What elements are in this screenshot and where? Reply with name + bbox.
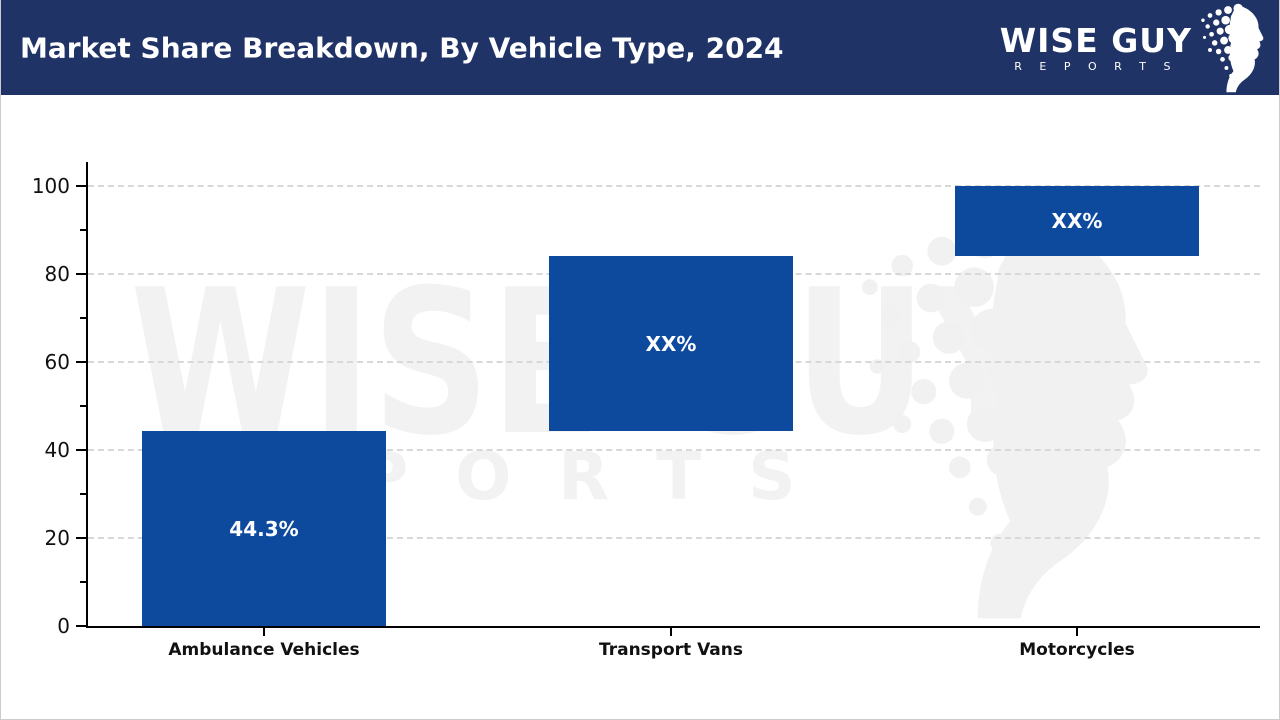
y-tick-80 [76,273,86,275]
x-tick-motorcycles [1076,628,1078,636]
y-tick-100 [76,185,86,187]
bar-transport-vans: XX% [549,256,793,432]
y-tick-label-100: 100 [31,174,70,198]
bar-ambulance-vehicles: 44.3% [142,431,386,626]
y-axis [86,162,88,628]
bar-value-label-transport-vans: XX% [645,331,697,356]
y-minor-tick-90 [80,229,86,231]
category-label-ambulance-vehicles: Ambulance Vehicles [168,640,360,660]
bar-value-label-ambulance-vehicles: 44.3% [229,516,299,541]
x-tick-transport-vans [670,628,672,636]
y-minor-tick-50 [80,405,86,407]
gridline-100 [88,185,1260,187]
category-label-transport-vans: Transport Vans [598,640,743,660]
wiseguy-logo-line2: R E P O R T S [1014,60,1178,73]
bar-value-label-motorcycles: XX% [1051,209,1103,234]
bar-motorcycles: XX% [955,186,1199,257]
wiseguy-logo: WISE GUY R E P O R T S [1000,2,1270,94]
x-tick-ambulance-vehicles [263,628,265,636]
category-label-motorcycles: Motorcycles [1019,640,1135,660]
chart-title: Market Share Breakdown, By Vehicle Type,… [20,31,784,64]
y-tick-label-40: 40 [44,438,70,462]
gridline-20 [88,537,1260,539]
x-axis [86,626,1260,628]
y-minor-tick-10 [80,581,86,583]
header: Market Share Breakdown, By Vehicle Type,… [0,0,1280,95]
y-tick-60 [76,361,86,363]
watermark-face-icon [861,211,1148,619]
y-tick-label-80: 80 [44,262,70,286]
wiseguy-logo-text: WISE GUY R E P O R T S [1000,24,1192,72]
wiseguy-logo-line1: WISE GUY [999,21,1192,60]
wiseguy-face-icon [1201,3,1264,93]
y-tick-0 [76,625,86,627]
y-tick-label-0: 0 [57,614,70,638]
y-minor-tick-30 [80,493,86,495]
y-tick-label-60: 60 [44,350,70,374]
gridline-40 [88,449,1260,451]
y-tick-20 [76,537,86,539]
y-tick-40 [76,449,86,451]
y-tick-label-20: 20 [44,526,70,550]
y-minor-tick-70 [80,317,86,319]
